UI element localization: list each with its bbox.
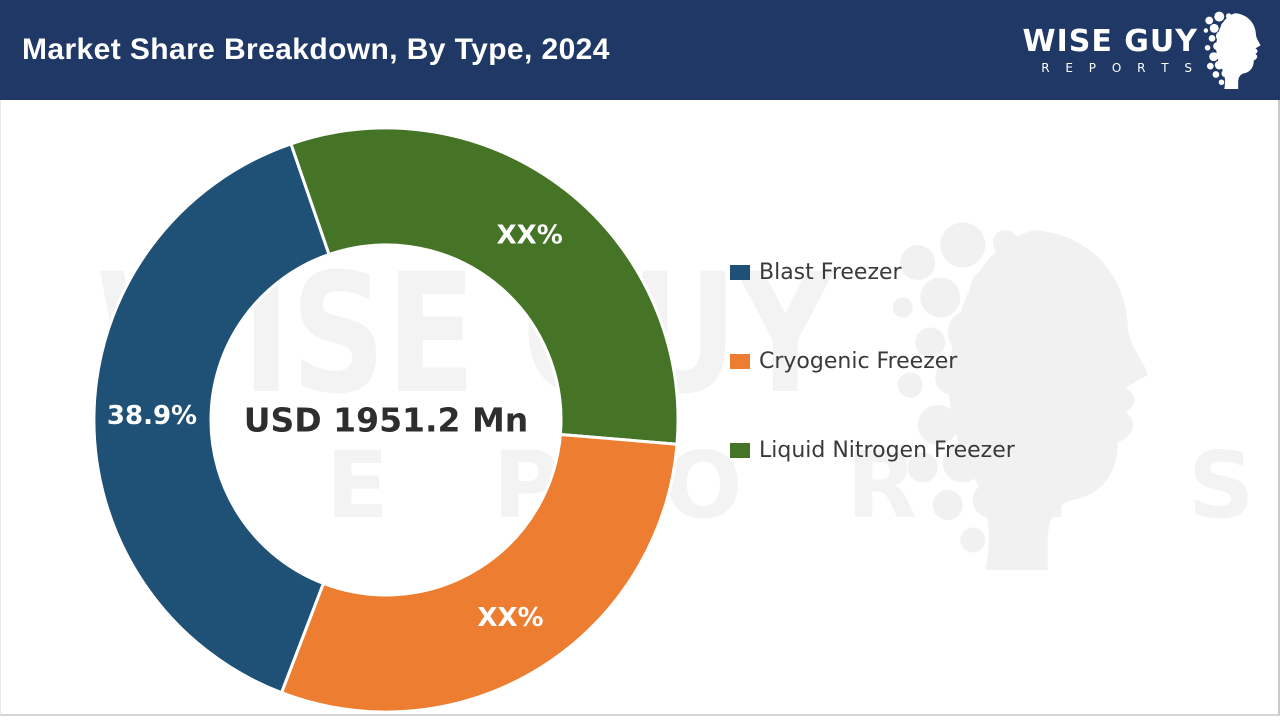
center-value-label: USD 1951.2 Mn [243,400,529,440]
legend-swatch-liquid-nitrogen-freezer [730,443,750,458]
logo-reports-text: R E P O R T S [1041,60,1198,75]
legend-label: Cryogenic Freezer [759,349,958,374]
donut-segment-blast-freezer [92,142,331,695]
logo-name-text: WISE GUY [1022,23,1198,59]
header-bar: Market Share Breakdown, By Type, 2024 WI… [0,0,1280,100]
legend-label: Blast Freezer [759,260,902,285]
donut-segment-cryogenic-freezer [280,433,679,714]
chart-legend: Blast Freezer Cryogenic Freezer Liquid N… [730,258,1015,466]
legend-swatch-cryogenic-freezer [730,354,750,369]
legend-label: Liquid Nitrogen Freezer [759,438,1015,463]
segment-label-liquid-nitrogen-freezer: XX% [497,220,563,250]
legend-item-blast-freezer: Blast Freezer [730,258,1015,288]
donut-chart: XX% XX% 38.9% [92,126,680,714]
segment-label-blast-freezer: 38.9% [107,401,197,431]
legend-swatch-blast-freezer [730,265,750,280]
legend-item-cryogenic-freezer: Cryogenic Freezer [730,347,1015,377]
logo-face-icon [1203,11,1261,89]
segment-label-cryogenic-freezer: XX% [477,603,543,633]
wise-guy-logo: WISE GUY R E P O R T S [1022,11,1266,89]
chart-area: WISE GUY R E P O R T S XX% XX% 38.9% USD 1… [0,100,1280,716]
legend-item-liquid-nitrogen-freezer: Liquid Nitrogen Freezer [730,436,1015,466]
donut-segment-liquid-nitrogen-freezer [289,126,680,446]
page-title: Market Share Breakdown, By Type, 2024 [22,33,610,66]
